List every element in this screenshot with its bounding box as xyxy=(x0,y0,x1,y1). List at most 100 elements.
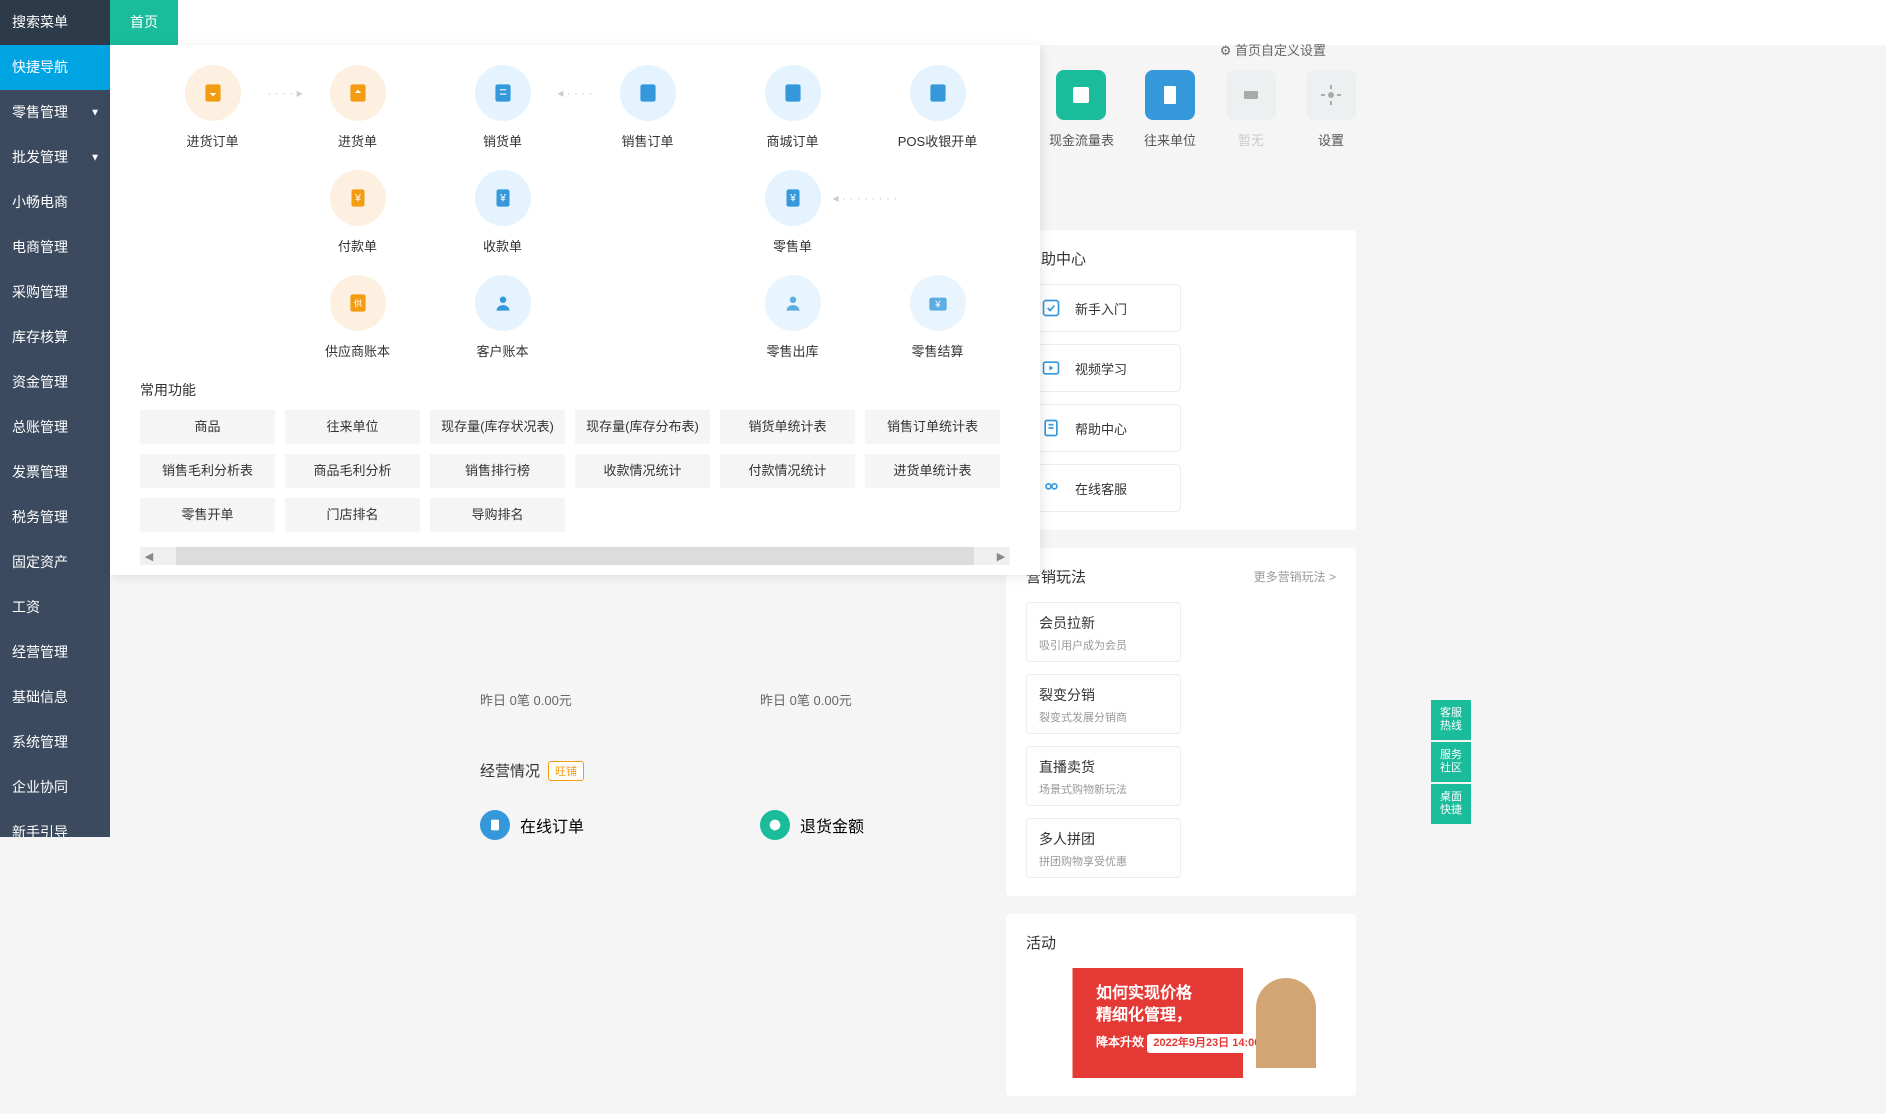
tab-home[interactable]: 首页 xyxy=(110,0,178,45)
mkt-title: 会员拉新 xyxy=(1039,613,1168,633)
common-btn[interactable]: 销售毛利分析表 xyxy=(140,454,275,488)
mkt-member[interactable]: 会员拉新 吸引用户成为会员 xyxy=(1026,602,1181,662)
sidebar-item-system[interactable]: 系统管理 xyxy=(0,720,110,765)
shortcut-settings[interactable]: 设置 xyxy=(1306,70,1356,149)
common-btn[interactable]: 收款情况统计 xyxy=(575,454,710,488)
mkt-title: 直播卖货 xyxy=(1039,757,1168,777)
sidebar-item-salary[interactable]: 工资 xyxy=(0,585,110,630)
help-newbie[interactable]: 新手入门 xyxy=(1026,284,1181,332)
activity-banner[interactable]: 如何实现价格 精细化管理， 降本升效 2022年9月23日 14:00（周五） xyxy=(1026,968,1336,1078)
help-label: 视频学习 xyxy=(1075,359,1127,378)
custom-home-link[interactable]: 首页自定义设置 xyxy=(1220,40,1326,59)
help-center[interactable]: 帮助中心 xyxy=(1026,404,1181,452)
sidebar-item-invoice[interactable]: 发票管理 xyxy=(0,450,110,495)
help-label: 在线客服 xyxy=(1075,479,1127,498)
sidebar-item-inventory[interactable]: 库存核算 xyxy=(0,315,110,360)
empty-icon xyxy=(1226,70,1276,120)
order-icon xyxy=(480,810,510,840)
sidebar-item-operation[interactable]: 经营管理 xyxy=(0,630,110,675)
sidebar-item-ecommerce2[interactable]: 电商管理 xyxy=(0,225,110,270)
common-btn[interactable]: 商品毛利分析 xyxy=(285,454,420,488)
scroll-track[interactable] xyxy=(176,547,974,565)
yuan-icon: ¥ xyxy=(765,170,821,226)
flow-label: 商城订单 xyxy=(766,131,818,150)
sidebar-item-ledger[interactable]: 总账管理 xyxy=(0,405,110,450)
mkt-desc: 场景式购物新玩法 xyxy=(1039,781,1168,797)
float-community[interactable]: 服务社区 xyxy=(1431,742,1471,782)
sidebar-item-assets[interactable]: 固定资产 xyxy=(0,540,110,585)
top-tabs: 首页 xyxy=(110,0,1886,45)
common-btn[interactable]: 销售订单统计表 xyxy=(865,410,1000,444)
pos-icon xyxy=(910,65,966,121)
mkt-desc: 拼团购物享受优惠 xyxy=(1039,853,1168,869)
scroll-right-icon[interactable]: ▶ xyxy=(992,550,1010,563)
sidebar-item-ecommerce1[interactable]: 小畅电商 xyxy=(0,180,110,225)
sidebar-item-retail[interactable]: 零售管理▼ xyxy=(0,90,110,135)
common-btn[interactable]: 销售排行榜 xyxy=(430,454,565,488)
common-btn[interactable]: 现存量(库存状况表) xyxy=(430,410,565,444)
sidebar-item-funds[interactable]: 资金管理 xyxy=(0,360,110,405)
flow-pos[interactable]: POS收银开单 xyxy=(865,65,1010,150)
sidebar-item-wholesale[interactable]: 批发管理▼ xyxy=(0,135,110,180)
refund-icon xyxy=(760,810,790,840)
mkt-live[interactable]: 直播卖货 场景式购物新玩法 xyxy=(1026,746,1181,806)
common-btn[interactable]: 零售开单 xyxy=(140,498,275,532)
sidebar-item-guide[interactable]: 新手引导 xyxy=(0,810,110,855)
svg-text:¥: ¥ xyxy=(934,299,941,310)
flow-label: 进货单 xyxy=(338,131,377,150)
chart-icon xyxy=(1056,70,1106,120)
chevron-down-icon: ▼ xyxy=(90,90,100,135)
common-btn[interactable]: 门店排名 xyxy=(285,498,420,532)
headset-icon xyxy=(1039,476,1063,500)
shortcut-empty[interactable]: 暂无 xyxy=(1226,70,1276,149)
common-btn[interactable]: 付款情况统计 xyxy=(720,454,855,488)
mkt-fission[interactable]: 裂变分销 裂变式发展分销商 xyxy=(1026,674,1181,734)
svg-text:¥: ¥ xyxy=(498,192,506,204)
float-hotline[interactable]: 客服热线 xyxy=(1431,700,1471,740)
horizontal-scrollbar[interactable]: ◀ ▶ xyxy=(140,547,1010,565)
document-icon xyxy=(1039,416,1063,440)
common-btn[interactable]: 销货单统计表 xyxy=(720,410,855,444)
common-btn[interactable]: 商品 xyxy=(140,410,275,444)
check-icon xyxy=(1039,296,1063,320)
svg-text:¥: ¥ xyxy=(788,192,796,204)
common-grid: 商品往来单位现存量(库存状况表) 现存量(库存分布表) 销货单统计表销售订单统计表销… xyxy=(140,410,1010,532)
metric-label: 退货金额 xyxy=(800,813,864,837)
sidebar-item-tax[interactable]: 税务管理 xyxy=(0,495,110,540)
sidebar-item-purchase[interactable]: 采购管理 xyxy=(0,270,110,315)
stat-row-yesterday: 昨日 0笔 0.00元 xyxy=(760,690,852,709)
sidebar-item-quicknav[interactable]: 快捷导航 xyxy=(0,45,110,90)
sidebar: 搜索菜单 快捷导航 零售管理▼ 批发管理▼ 小畅电商 电商管理 采购管理 库存核… xyxy=(0,0,110,837)
activity-card: 活动 如何实现价格 精细化管理， 降本升效 2022年9月23日 14:00（周… xyxy=(1006,914,1356,1096)
settle-icon: ¥ xyxy=(910,275,966,331)
sidebar-search[interactable]: 搜索菜单 xyxy=(0,0,110,45)
help-label: 帮助中心 xyxy=(1075,419,1127,438)
flow-label: 零售出库 xyxy=(766,341,818,360)
float-desktop[interactable]: 桌面快捷 xyxy=(1431,784,1471,824)
help-card: 帮助中心 新手入门 视频学习 帮助中心 在线客服 xyxy=(1006,230,1356,530)
yuan-icon: ¥ xyxy=(330,170,386,226)
svg-text:供: 供 xyxy=(353,297,362,308)
float-buttons: 客服热线 服务社区 桌面快捷 xyxy=(1431,700,1471,824)
shortcut-contacts[interactable]: 往来单位 xyxy=(1144,70,1196,149)
scroll-left-icon[interactable]: ◀ xyxy=(140,550,158,563)
help-service[interactable]: 在线客服 xyxy=(1026,464,1181,512)
help-video[interactable]: 视频学习 xyxy=(1026,344,1181,392)
right-column: 帮助中心 新手入门 视频学习 帮助中心 在线客服 营销玩法 更多营销玩法 > xyxy=(1006,230,1356,1114)
shortcut-cashflow[interactable]: 现金流量表 xyxy=(1049,70,1114,149)
common-btn[interactable]: 导购排名 xyxy=(430,498,565,532)
more-link[interactable]: 更多营销玩法 > xyxy=(1254,568,1336,585)
gear-icon xyxy=(1306,70,1356,120)
common-btn[interactable]: 往来单位 xyxy=(285,410,420,444)
flow-label: 零售单 xyxy=(773,236,812,255)
list-icon xyxy=(475,65,531,121)
flow-label: 供应商账本 xyxy=(325,341,390,360)
sidebar-item-basic[interactable]: 基础信息 xyxy=(0,675,110,720)
avatar xyxy=(1256,978,1316,1068)
mkt-group[interactable]: 多人拼团 拼团购物享受优惠 xyxy=(1026,818,1181,878)
common-btn[interactable]: 进货单统计表 xyxy=(865,454,1000,488)
common-btn[interactable]: 现存量(库存分布表) xyxy=(575,410,710,444)
mkt-title: 裂变分销 xyxy=(1039,685,1168,705)
sidebar-item-enterprise[interactable]: 企业协同 xyxy=(0,765,110,810)
flow-retail-settle[interactable]: ¥ 零售结算 xyxy=(865,275,1010,360)
